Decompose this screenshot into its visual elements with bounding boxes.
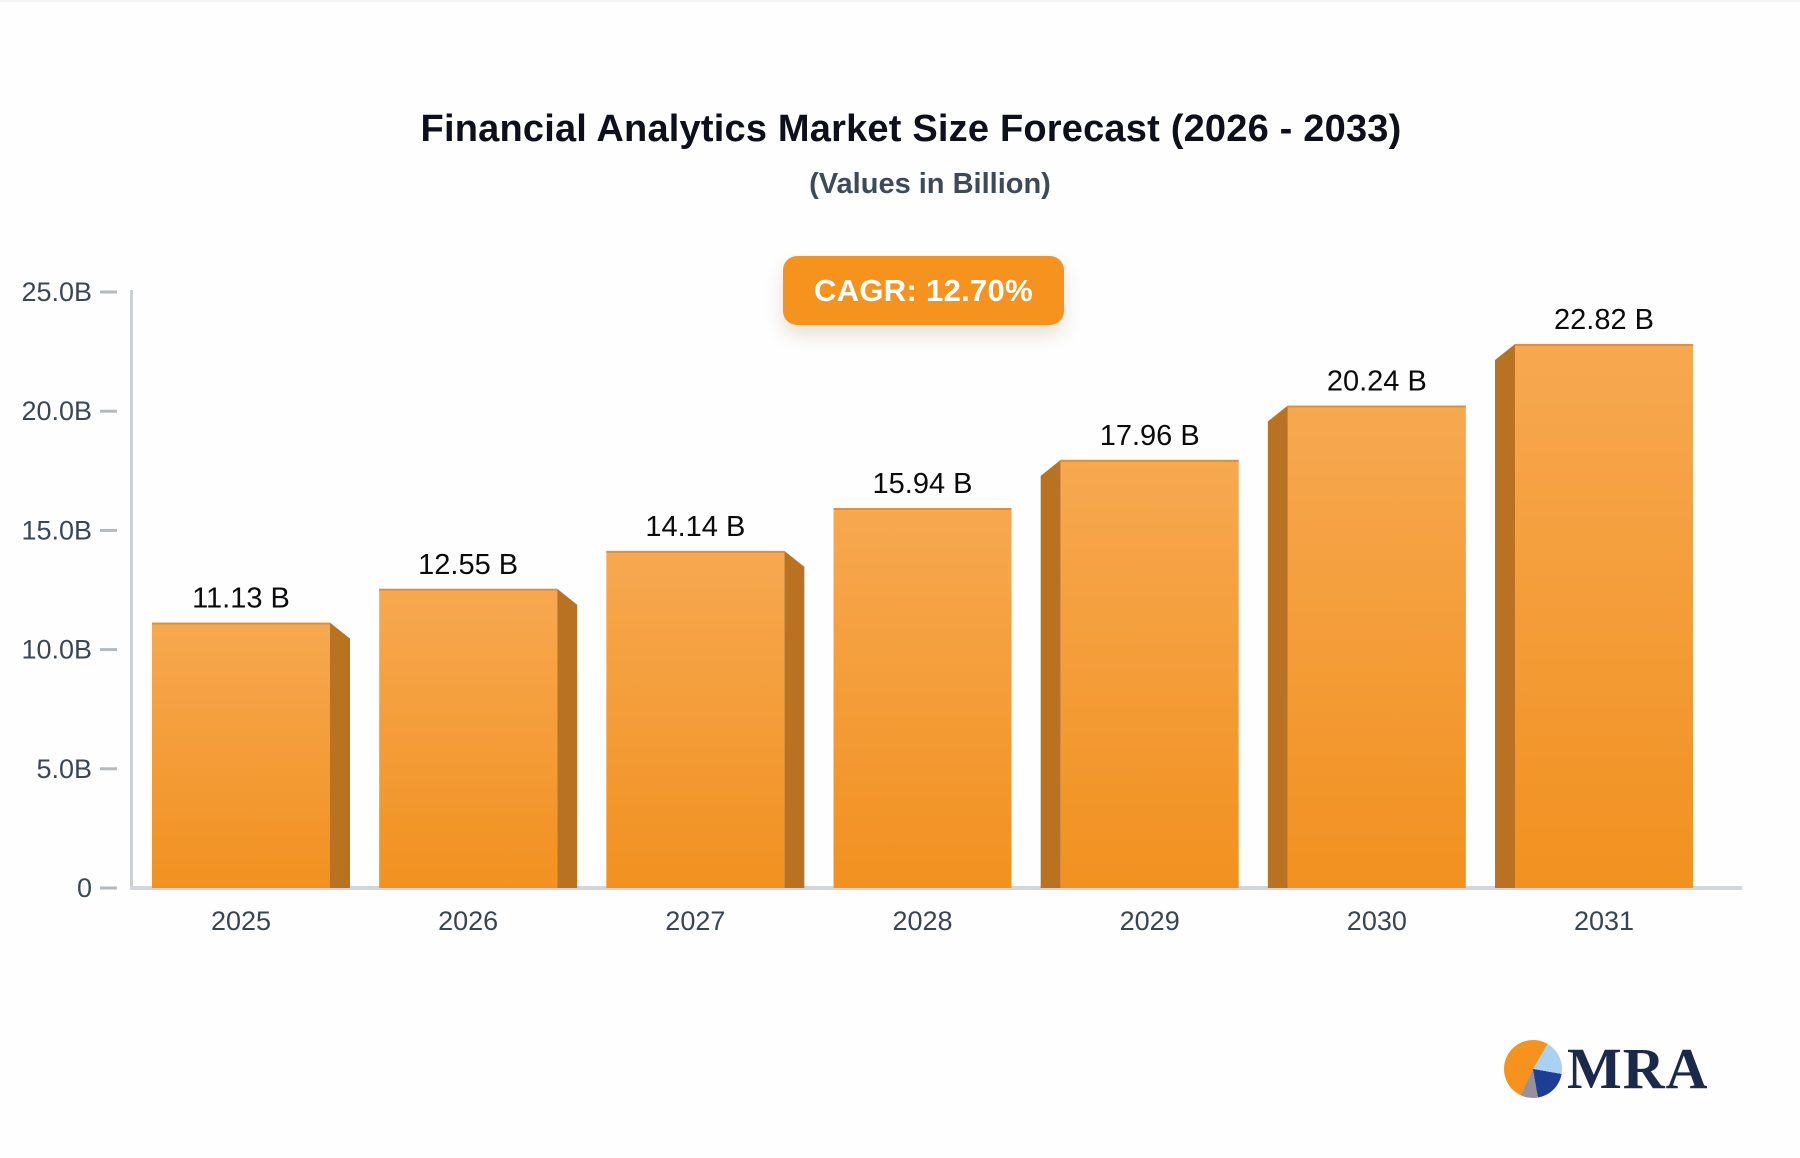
- bar-group-2028: 15.94 B 2028: [833, 468, 1012, 936]
- x-category-label: 2031: [1574, 906, 1634, 936]
- y-tick-mark: [100, 648, 117, 652]
- pie-chart-logo-icon: [1504, 1040, 1562, 1098]
- chart-subtitle: (Values in Billion): [809, 168, 1051, 200]
- bar-side: [1495, 343, 1516, 888]
- y-tick-label: 20.0B: [21, 396, 92, 426]
- y-tick-label: 10.0B: [21, 635, 92, 665]
- y-tick-label: 0: [77, 873, 92, 903]
- x-category-label: 2026: [438, 906, 498, 936]
- x-category-label: 2030: [1347, 906, 1407, 936]
- chart-title: Financial Analytics Market Size Forecast…: [420, 108, 1402, 150]
- bar-face: [606, 550, 785, 888]
- y-axis-line: [130, 290, 133, 890]
- logo-text: MRA: [1567, 1036, 1709, 1101]
- bar-side: [557, 588, 578, 888]
- x-category-label: 2029: [1120, 906, 1180, 936]
- x-category-label: 2028: [892, 906, 952, 936]
- bar-face: [1515, 343, 1694, 888]
- bar-group-2026: 12.55 B 2026: [379, 549, 578, 936]
- y-tick-mark: [100, 409, 117, 413]
- bar-value-label: 15.94 B: [873, 468, 973, 500]
- x-category-label: 2027: [665, 906, 725, 936]
- bar-face: [1287, 405, 1466, 888]
- bar-face: [152, 622, 330, 888]
- cagr-badge: CAGR: 12.70%: [783, 256, 1064, 325]
- bar-group-2025: 11.13 B 2025: [152, 583, 350, 936]
- y-tick-label: 25.0B: [21, 277, 92, 307]
- bar-side: [330, 622, 350, 888]
- bar-value-label: 20.24 B: [1327, 365, 1427, 397]
- bar-value-label: 12.55 B: [418, 549, 518, 581]
- bar-value-label: 14.14 B: [645, 511, 745, 543]
- bar-face: [379, 588, 558, 888]
- y-tick-mark: [100, 886, 117, 890]
- y-tick-label: 5.0B: [36, 754, 92, 784]
- bar-value-label: 11.13 B: [192, 583, 290, 615]
- x-category-label: 2025: [211, 906, 271, 936]
- bar-face: [833, 507, 1012, 888]
- bar-group-2030: 20.24 B 2030: [1267, 365, 1466, 936]
- bar-side: [1267, 405, 1288, 888]
- bar-group-2031: 22.82 B 2031: [1495, 304, 1694, 936]
- mra-logo: MRA: [1504, 1040, 1709, 1098]
- bar-value-label: 17.96 B: [1100, 420, 1200, 452]
- bar-group-2027: 14.14 B 2027: [606, 511, 805, 936]
- bar-face: [1060, 459, 1239, 888]
- bar-side: [1040, 459, 1061, 888]
- bar-value-label: 22.82 B: [1554, 304, 1654, 336]
- bar-side: [784, 550, 805, 888]
- y-tick-mark: [100, 528, 117, 532]
- y-tick-mark: [100, 290, 117, 294]
- y-tick-mark: [100, 767, 117, 771]
- y-tick-label: 15.0B: [21, 515, 92, 545]
- bar-group-2029: 17.96 B 2029: [1040, 420, 1239, 936]
